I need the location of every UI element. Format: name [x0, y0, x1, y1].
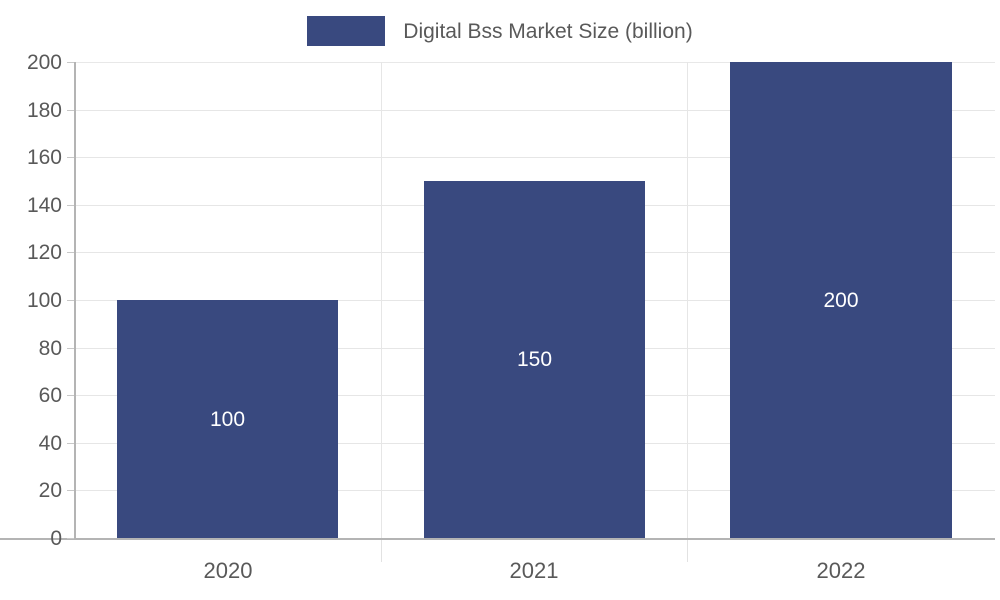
- plot-area: 100 150 200: [75, 62, 995, 538]
- y-tick-mark-20: [67, 490, 74, 492]
- y-axis-line: [74, 62, 76, 539]
- y-tick-mark-200: [67, 62, 74, 63]
- y-tick-mark-0: [67, 538, 74, 539]
- x-tick-label-2022: 2022: [816, 558, 866, 583]
- gridline-180: [75, 109, 995, 111]
- y-tick-mark-160: [67, 157, 74, 159]
- y-tick-mark-180: [67, 109, 74, 111]
- y-tick-mark-80: [67, 347, 74, 349]
- y-tick-label-120: 120: [26, 241, 62, 265]
- gridline-160: [75, 157, 995, 159]
- y-axis-tick-labels: 200 180 160 140 120 100 80 60 40 20 0: [0, 0, 62, 600]
- y-tick-label-20: 20: [38, 479, 62, 503]
- vgridline-1: [381, 62, 382, 538]
- vgridline-2: [687, 62, 688, 538]
- y-tick-label-40: 40: [38, 431, 62, 455]
- bar-2021[interactable]: [424, 181, 645, 538]
- legend-label: Digital Bss Market Size (billion): [403, 19, 693, 43]
- y-tick-label-80: 80: [38, 336, 62, 360]
- x-tick-label-2021: 2021: [509, 558, 559, 583]
- y-tick-mark-40: [67, 442, 74, 444]
- y-tick-label-100: 100: [26, 289, 62, 312]
- y-tick-label-0: 0: [50, 527, 62, 550]
- y-tick-mark-100: [67, 300, 74, 301]
- bar-2020[interactable]: [117, 300, 338, 538]
- chart-legend: Digital Bss Market Size (billion): [0, 10, 1000, 52]
- legend-color-swatch: [307, 16, 386, 46]
- y-tick-mark-140: [67, 204, 74, 206]
- legend-entry-digital-bss-market-size[interactable]: Digital Bss Market Size (billion): [307, 16, 693, 46]
- y-tick-mark-120: [67, 252, 74, 254]
- y-tick-label-180: 180: [26, 98, 62, 122]
- x-axis-line: [0, 538, 995, 540]
- y-tick-label-60: 60: [38, 384, 62, 408]
- x-tick-separator-1: [381, 540, 382, 562]
- y-tick-label-160: 160: [26, 146, 62, 170]
- gridline-200: [75, 62, 995, 63]
- x-tick-separator-2: [687, 540, 688, 562]
- y-tick-label-200: 200: [26, 51, 62, 74]
- bar-2022[interactable]: [730, 62, 952, 538]
- x-tick-label-2020: 2020: [203, 558, 253, 583]
- y-tick-label-140: 140: [26, 193, 62, 217]
- y-tick-mark-60: [67, 395, 74, 397]
